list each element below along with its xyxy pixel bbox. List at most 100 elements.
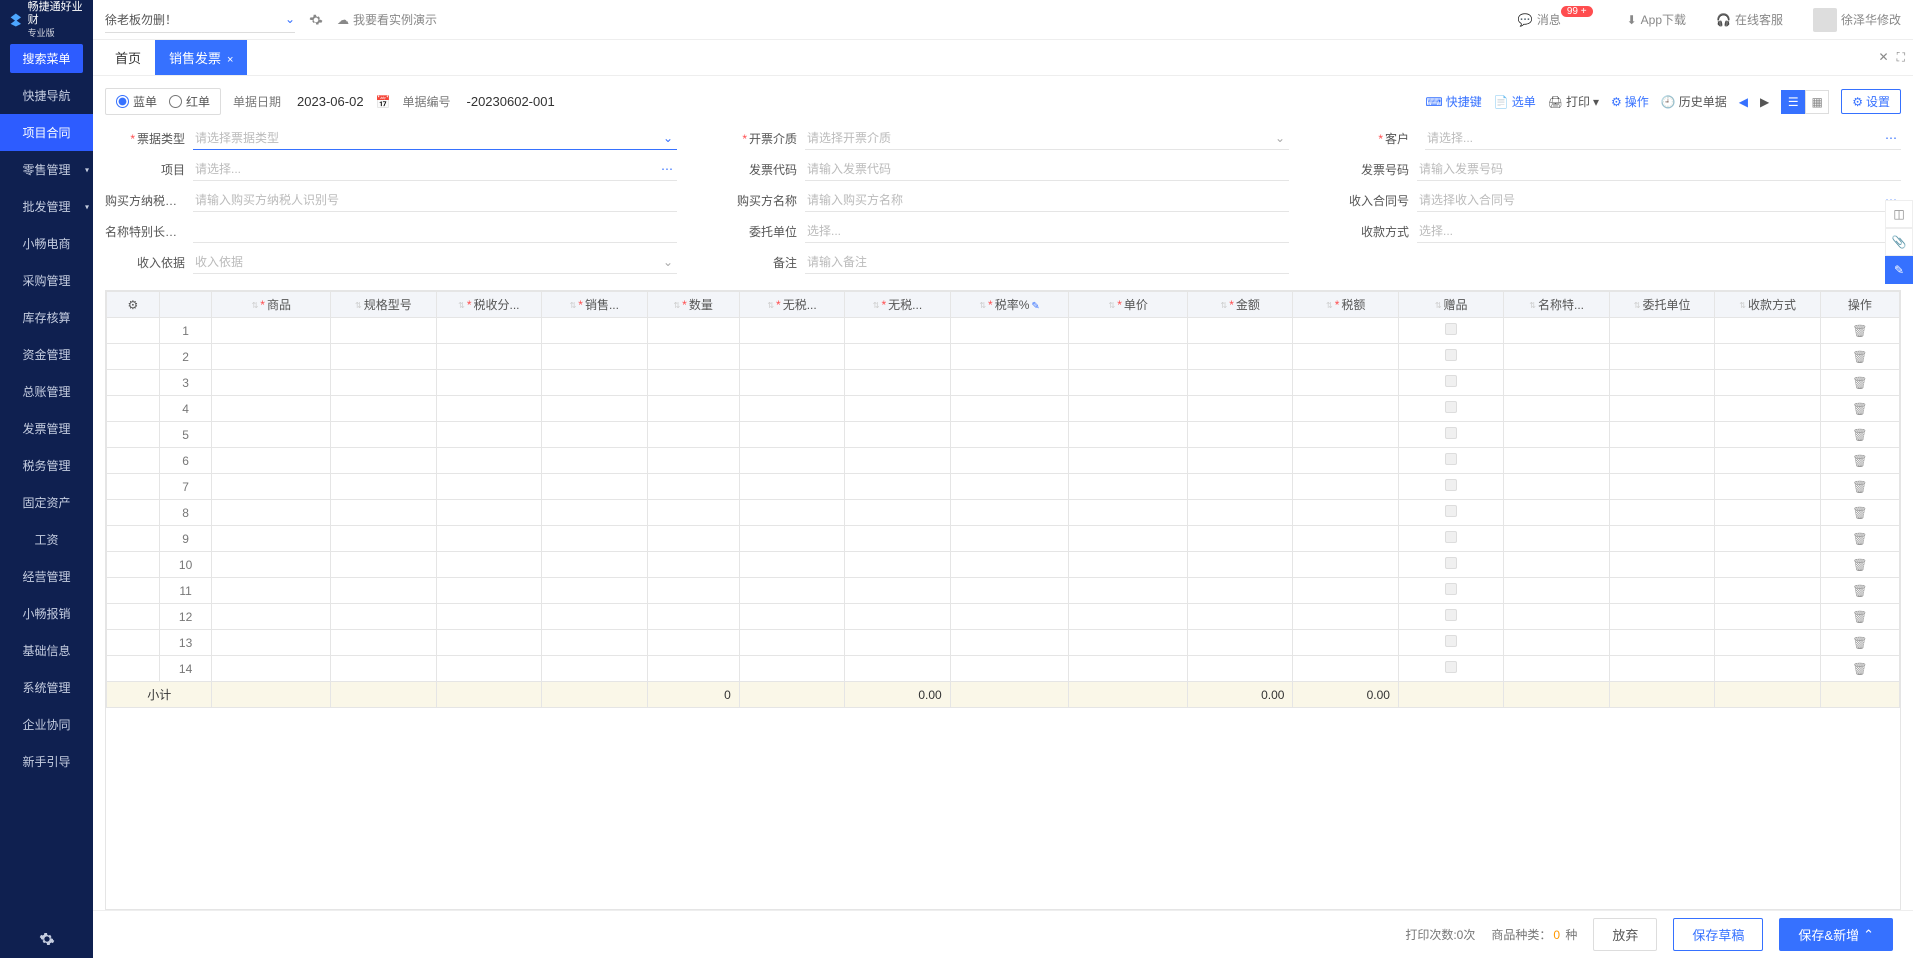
form-settings-button[interactable]: ⚙ 设置 [1841,89,1901,114]
sidebar-item[interactable]: 基础信息 [0,632,93,669]
buyer-tax-input[interactable] [193,189,677,212]
calendar-icon[interactable]: 📅 [376,95,391,109]
side-tool-1[interactable]: ◫ [1885,200,1913,228]
delete-icon[interactable]: 🗑 [1852,324,1867,338]
checkbox[interactable] [1445,557,1457,569]
column-gift[interactable]: ⇅赠品 [1398,292,1503,318]
save-draft-button[interactable]: 保存草稿 [1673,918,1763,951]
checkbox[interactable] [1445,609,1457,621]
close-tab-icon[interactable]: ✕ [1879,50,1889,65]
column-notax1[interactable]: ⇅*无税... [739,292,844,318]
sidebar-item[interactable]: 零售管理▾ [0,151,93,188]
checkbox[interactable] [1445,323,1457,335]
view-grid-button[interactable]: ▦ [1805,90,1829,114]
sidebar-item[interactable]: 小畅电商 [0,225,93,262]
operate-button[interactable]: ⚙ 操作 [1611,93,1649,110]
sidebar-item[interactable]: 总账管理 [0,373,93,410]
invoice-medium-select[interactable]: ⌄ [805,127,1289,150]
sidebar-item[interactable]: 项目合同 [0,114,93,151]
pay-method-select[interactable]: ⌄ [1417,220,1901,243]
checkbox[interactable] [1445,505,1457,517]
column-tax[interactable]: ⇅*税额 [1293,292,1398,318]
column-price[interactable]: ⇅*单价 [1069,292,1188,318]
delete-icon[interactable]: 🗑 [1852,350,1867,364]
column-rate[interactable]: ⇅*税率%✎ [950,292,1069,318]
sidebar-item[interactable]: 固定资产 [0,484,93,521]
select-doc-button[interactable]: 📄 选单 [1494,93,1536,110]
delete-icon[interactable]: 🗑 [1852,376,1867,390]
next-doc-button[interactable]: ▶ [1760,95,1769,109]
table-row[interactable]: 3🗑 [107,370,1900,396]
entrust-unit-select[interactable] [805,220,1289,243]
column-amount[interactable]: ⇅*金额 [1188,292,1293,318]
sidebar-item[interactable]: 小畅报销 [0,595,93,632]
extra-name-input[interactable] [193,220,677,243]
radio-red[interactable]: 红单 [169,93,210,110]
sidebar-item[interactable]: 系统管理 [0,669,93,706]
side-tool-attach-icon[interactable]: 📎 [1885,228,1913,256]
checkbox[interactable] [1445,635,1457,647]
shortcut-button[interactable]: ⌨ 快捷键 [1425,93,1481,110]
sidebar-item[interactable]: 工资 [0,521,93,558]
discard-button[interactable]: 放弃 [1593,918,1657,951]
close-icon[interactable]: × [227,54,233,66]
delete-icon[interactable]: 🗑 [1852,506,1867,520]
sidebar-item[interactable]: 发票管理 [0,410,93,447]
checkbox[interactable] [1445,583,1457,595]
column-tax_cat[interactable]: ⇅*税收分... [436,292,541,318]
save-new-button[interactable]: 保存&新增⌃ [1779,918,1893,951]
user-menu[interactable]: 徐泽华修改 [1813,8,1901,32]
delete-icon[interactable]: 🗑 [1852,558,1867,572]
sidebar-item[interactable]: 库存核算 [0,299,93,336]
column-spec[interactable]: ⇅规格型号 [331,292,436,318]
delete-icon[interactable]: 🗑 [1852,402,1867,416]
table-row[interactable]: 11🗑 [107,578,1900,604]
search-menu-button[interactable]: 搜索菜单 [10,44,83,73]
column-sale[interactable]: ⇅*销售... [542,292,647,318]
invoice-code-input[interactable] [805,158,1289,181]
table-row[interactable]: 6🗑 [107,448,1900,474]
prev-doc-button[interactable]: ◀ [1739,95,1748,109]
tab[interactable]: 销售发票× [155,40,247,75]
table-row[interactable]: 13🗑 [107,630,1900,656]
tenant-selector[interactable]: 徐老板勿删！ ⌄ [105,7,295,33]
checkbox[interactable] [1445,401,1457,413]
delete-icon[interactable]: 🗑 [1852,636,1867,650]
table-row[interactable]: 12🗑 [107,604,1900,630]
sidebar-item[interactable]: 快捷导航 [0,77,93,114]
date-value[interactable]: 2023-06-02 [297,94,364,109]
invoice-type-select[interactable]: ⌄ [193,127,677,150]
column-name_ext[interactable]: ⇅名称特... [1504,292,1609,318]
messages-button[interactable]: 💬 消息 99 + [1518,11,1597,28]
demo-link[interactable]: ☁ 我要看实例演示 [337,11,437,28]
app-download-button[interactable]: ⬇ App下载 [1627,11,1686,28]
sidebar-item[interactable]: 税务管理 [0,447,93,484]
view-list-button[interactable]: ☰ [1781,90,1805,114]
support-button[interactable]: 🎧 在线客服 [1716,11,1783,28]
table-row[interactable]: 14🗑 [107,656,1900,682]
buyer-name-input[interactable] [805,189,1289,212]
checkbox[interactable] [1445,349,1457,361]
table-row[interactable]: 9🗑 [107,526,1900,552]
delete-icon[interactable]: 🗑 [1852,428,1867,442]
column-action[interactable]: 操作 [1820,292,1899,318]
table-row[interactable]: 4🗑 [107,396,1900,422]
history-button[interactable]: 🕘 历史单据 [1661,93,1727,110]
column-notax2[interactable]: ⇅*无税... [845,292,950,318]
checkbox[interactable] [1445,661,1457,673]
column-settings[interactable]: ⚙ [107,292,160,318]
table-row[interactable]: 7🗑 [107,474,1900,500]
project-select[interactable]: ⋯ [193,158,677,181]
table-row[interactable]: 8🗑 [107,500,1900,526]
table-row[interactable]: 10🗑 [107,552,1900,578]
remark-input[interactable] [805,251,1289,274]
sidebar-item[interactable]: 新手引导 [0,743,93,780]
checkbox[interactable] [1445,479,1457,491]
tab[interactable]: 首页 [101,40,155,75]
delete-icon[interactable]: 🗑 [1852,532,1867,546]
sidebar-settings[interactable] [0,923,93,958]
checkbox[interactable] [1445,375,1457,387]
sidebar-item[interactable]: 企业协同 [0,706,93,743]
invoice-no-input[interactable] [1417,158,1901,181]
delete-icon[interactable]: 🗑 [1852,610,1867,624]
